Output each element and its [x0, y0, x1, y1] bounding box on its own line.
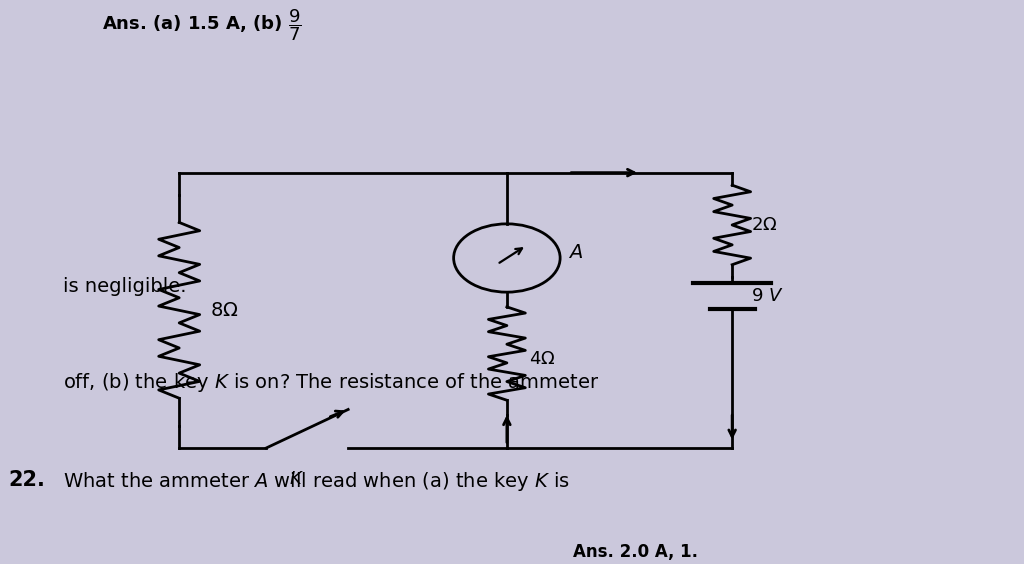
Text: is negligible.: is negligible. [63, 277, 187, 296]
Text: $9\ V$: $9\ V$ [751, 287, 783, 305]
Text: off, (b) the key $K$ is on? The resistance of the ammeter: off, (b) the key $K$ is on? The resistan… [63, 371, 600, 394]
Text: Ans. (a) 1.5 A, (b) $\dfrac{9}{7}$: Ans. (a) 1.5 A, (b) $\dfrac{9}{7}$ [102, 7, 302, 43]
Text: $2\Omega$: $2\Omega$ [751, 216, 777, 234]
Text: $8\Omega$: $8\Omega$ [210, 301, 239, 320]
Text: $K$: $K$ [290, 470, 304, 488]
Text: 22.: 22. [8, 470, 45, 490]
Text: Ans. 2.0 A, 1.: Ans. 2.0 A, 1. [573, 543, 698, 561]
Text: $A$: $A$ [568, 243, 584, 262]
Text: What the ammeter $A$ will read when (a) the key $K$ is: What the ammeter $A$ will read when (a) … [63, 470, 570, 493]
Text: $4\Omega$: $4\Omega$ [529, 350, 556, 368]
